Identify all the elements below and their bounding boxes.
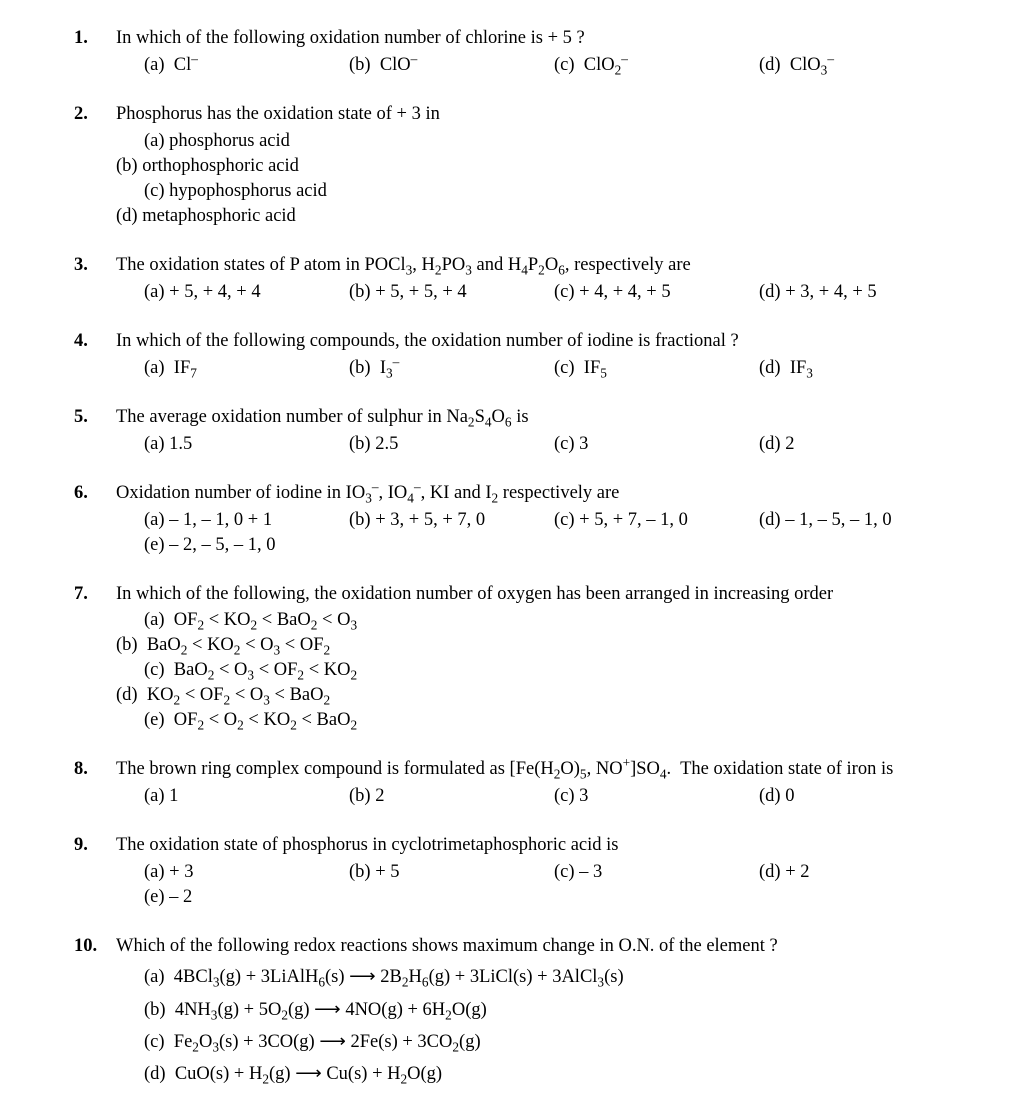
option-c: (c) 3: [554, 784, 759, 809]
question-6: 6. Oxidation number of iodine in IO3–, I…: [74, 481, 964, 558]
option-b: (b) I3–: [349, 356, 554, 381]
option-a: (a) OF2 < KO2 < BaO2 < O3: [116, 608, 568, 633]
option-b: (b) 2.5: [349, 432, 554, 457]
option-b: (b) ClO–: [349, 53, 554, 78]
question-5: 5. The average oxidation number of sulph…: [74, 405, 964, 457]
qnum: 3.: [74, 253, 116, 305]
stem: Oxidation number of iodine in IO3–, IO4–…: [116, 481, 964, 506]
question-page: 1. In which of the following oxidation n…: [0, 0, 1024, 1111]
option-a: (a) 4BCl3(g) + 3LiAlH6(s) ⟶ 2B2H6(g) + 3…: [144, 961, 964, 993]
stem: The oxidation states of P atom in POCl3,…: [116, 253, 964, 278]
option-c: (c) Fe2O3(s) + 3CO(g) ⟶ 2Fe(s) + 3CO2(g): [144, 1026, 964, 1058]
option-d: (d) CuO(s) + H2(g) ⟶ Cu(s) + H2O(g): [144, 1058, 964, 1090]
option-d: (d) KO2 < OF2 < O3 < BaO2: [116, 683, 540, 708]
stem: In which of the following oxidation numb…: [116, 26, 964, 51]
option-e: (e) – 2, – 5, – 1, 0: [144, 533, 349, 558]
question-2: 2. Phosphorus has the oxidation state of…: [74, 102, 964, 229]
options: (a) + 5, + 4, + 4 (b) + 5, + 5, + 4 (c) …: [116, 280, 964, 305]
option-d: (d) 2: [759, 432, 964, 457]
option-a: (a) Cl–: [144, 53, 349, 78]
option-a: (a) + 3: [144, 860, 349, 885]
stem: The average oxidation number of sulphur …: [116, 405, 964, 430]
stem: Which of the following redox reactions s…: [116, 934, 964, 959]
option-b: (b) BaO2 < KO2 < O3 < OF2: [116, 633, 540, 658]
options: (a) – 1, – 1, 0 + 1 (b) + 3, + 5, + 7, 0…: [116, 508, 964, 558]
qnum: 6.: [74, 481, 116, 558]
question-7: 7. In which of the following, the oxidat…: [74, 582, 964, 734]
stem: The brown ring complex compound is formu…: [116, 757, 964, 782]
option-d: (d) IF3: [759, 356, 964, 381]
option-a: (a) – 1, – 1, 0 + 1: [144, 508, 349, 533]
option-b: (b) orthophosphoric acid: [116, 154, 540, 179]
option-c: (c) – 3: [554, 860, 759, 885]
option-b: (b) 4NH3(g) + 5O2(g) ⟶ 4NO(g) + 6H2O(g): [144, 994, 964, 1026]
option-d: (d) metaphosphoric acid: [116, 204, 540, 229]
option-d: (d) – 1, – 5, – 1, 0: [759, 508, 964, 533]
options: (a) OF2 < KO2 < BaO2 < O3 (b) BaO2 < KO2…: [116, 608, 964, 733]
option-e: (e) – 2: [144, 885, 349, 910]
option-a: (a) 1.5: [144, 432, 349, 457]
option-c: (c) hypophosphorus acid: [116, 179, 568, 204]
options: (a) IF7 (b) I3– (c) IF5 (d) IF3: [116, 356, 964, 381]
stem: The oxidation state of phosphorus in cyc…: [116, 833, 964, 858]
qnum: 8.: [74, 757, 116, 809]
option-c: (c) + 4, + 4, + 5: [554, 280, 759, 305]
question-10: 10. Which of the following redox reactio…: [74, 934, 964, 1090]
options: (a) Cl– (b) ClO– (c) ClO2– (d) ClO3–: [116, 53, 964, 78]
option-a: (a) 1: [144, 784, 349, 809]
qnum: 7.: [74, 582, 116, 734]
qnum: 1.: [74, 26, 116, 78]
option-c: (c) ClO2–: [554, 53, 759, 78]
question-4: 4. In which of the following compounds, …: [74, 329, 964, 381]
option-c: (c) BaO2 < O3 < OF2 < KO2: [116, 658, 568, 683]
option-d: (d) + 2: [759, 860, 964, 885]
qnum: 10.: [74, 934, 116, 1090]
options: (a) 4BCl3(g) + 3LiAlH6(s) ⟶ 2B2H6(g) + 3…: [116, 961, 964, 1091]
option-c: (c) 3: [554, 432, 759, 457]
option-d: (d) + 3, + 4, + 5: [759, 280, 964, 305]
question-1: 1. In which of the following oxidation n…: [74, 26, 964, 78]
option-d: (d) 0: [759, 784, 964, 809]
option-c: (c) + 5, + 7, – 1, 0: [554, 508, 759, 533]
qnum: 9.: [74, 833, 116, 910]
stem: In which of the following compounds, the…: [116, 329, 964, 354]
option-a: (a) IF7: [144, 356, 349, 381]
option-a: (a) phosphorus acid: [116, 129, 568, 154]
qnum: 4.: [74, 329, 116, 381]
stem: Phosphorus has the oxidation state of + …: [116, 102, 964, 127]
qnum: 2.: [74, 102, 116, 229]
option-b: (b) 2: [349, 784, 554, 809]
options: (a) phosphorus acid (b) orthophosphoric …: [116, 129, 964, 229]
option-b: (b) + 3, + 5, + 7, 0: [349, 508, 554, 533]
question-9: 9. The oxidation state of phosphorus in …: [74, 833, 964, 910]
option-e: (e) OF2 < O2 < KO2 < BaO2: [116, 708, 568, 733]
option-b: (b) + 5: [349, 860, 554, 885]
stem: In which of the following, the oxidation…: [116, 582, 964, 607]
qnum: 5.: [74, 405, 116, 457]
option-b: (b) + 5, + 5, + 4: [349, 280, 554, 305]
options: (a) 1.5 (b) 2.5 (c) 3 (d) 2: [116, 432, 964, 457]
option-c: (c) IF5: [554, 356, 759, 381]
option-d: (d) ClO3–: [759, 53, 964, 78]
question-3: 3. The oxidation states of P atom in POC…: [74, 253, 964, 305]
option-a: (a) + 5, + 4, + 4: [144, 280, 349, 305]
question-8: 8. The brown ring complex compound is fo…: [74, 757, 964, 809]
options: (a) + 3 (b) + 5 (c) – 3 (d) + 2 (e) – 2: [116, 860, 964, 910]
options: (a) 1 (b) 2 (c) 3 (d) 0: [116, 784, 964, 809]
